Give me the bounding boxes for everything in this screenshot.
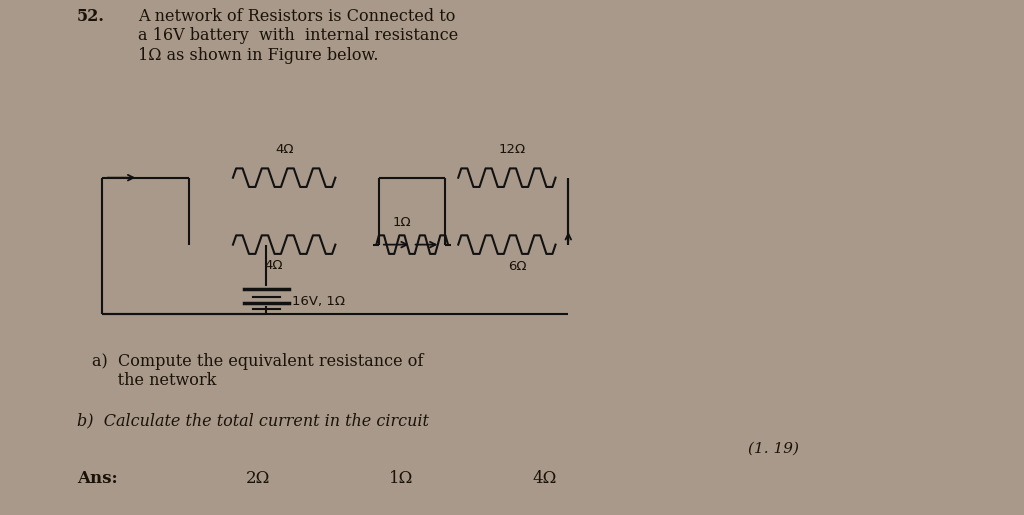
Text: 12Ω: 12Ω	[499, 143, 525, 156]
Text: A network of Resistors is Connected to
a 16V battery  with  internal resistance
: A network of Resistors is Connected to a…	[138, 8, 459, 64]
Text: Ans:: Ans:	[77, 470, 118, 487]
Text: 1Ω: 1Ω	[392, 216, 412, 229]
Text: a)  Compute the equivalent resistance of
     the network: a) Compute the equivalent resistance of …	[92, 353, 424, 389]
Text: 4Ω: 4Ω	[274, 143, 294, 156]
Text: 4Ω: 4Ω	[532, 470, 557, 487]
Text: 2Ω: 2Ω	[246, 470, 270, 487]
Text: b)  Calculate the total current in the circuit: b) Calculate the total current in the ci…	[77, 412, 429, 429]
Text: 6Ω: 6Ω	[508, 260, 526, 273]
Text: 4Ω: 4Ω	[264, 259, 284, 272]
Text: 52.: 52.	[77, 8, 104, 25]
Text: (1. 19): (1. 19)	[748, 442, 799, 456]
Text: 1Ω: 1Ω	[389, 470, 414, 487]
Text: 16V, 1Ω: 16V, 1Ω	[292, 295, 345, 308]
